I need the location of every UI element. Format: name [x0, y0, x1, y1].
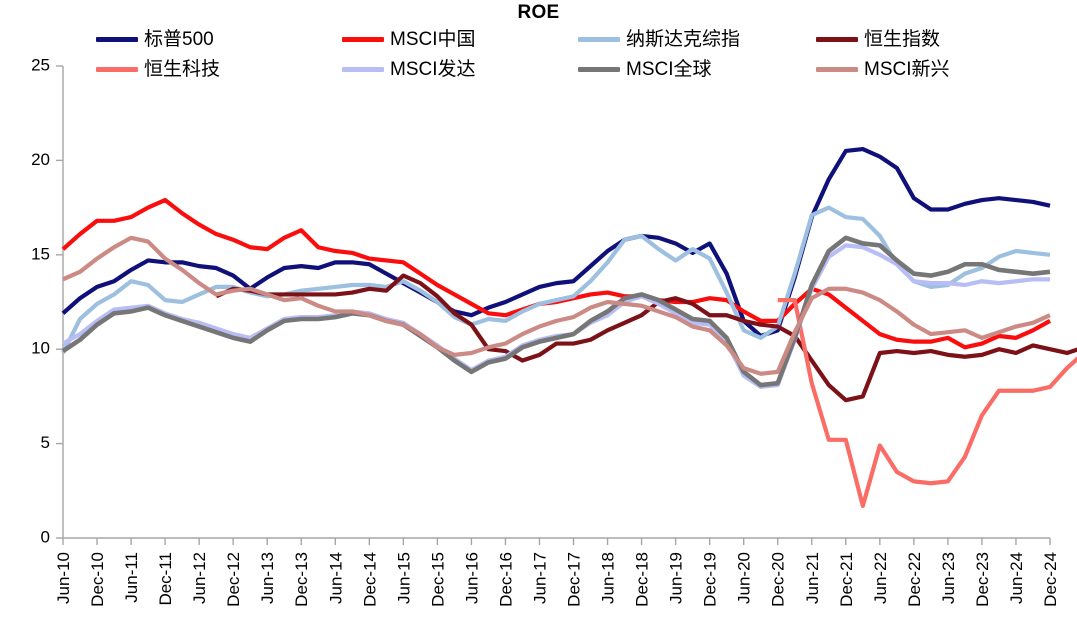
- series-line-msci_world: [61, 235, 1051, 388]
- y-tick-label: 20: [31, 150, 50, 169]
- legend-swatch-icon: [96, 36, 138, 42]
- x-axis-labels: Jun-10 Dec-10 Jun-11 Dec-11 Jun-12 Dec-12 Jun-…: [54, 552, 1060, 607]
- x-tick-label: Dec-19: [701, 552, 720, 607]
- x-tick-label: Dec-22: [905, 552, 924, 607]
- x-tick-label: Dec-23: [973, 552, 992, 607]
- legend-item-nasdaq: 纳斯达克综指: [578, 30, 816, 49]
- legend-swatch-icon: [96, 66, 138, 72]
- y-tick-label: 15: [31, 244, 50, 263]
- legend-swatch-icon: [578, 36, 620, 42]
- legend-item-hstech: 恒生科技: [96, 60, 342, 79]
- x-tick-label: Jun-12: [190, 552, 209, 604]
- x-tick-label: Jun-24: [1007, 552, 1026, 604]
- series-line-nasdaq: [61, 205, 1051, 354]
- series-group: [61, 146, 1077, 508]
- x-tick-label: Dec-12: [224, 552, 243, 607]
- x-tick-label: Jun-13: [258, 552, 277, 604]
- x-tick-label: Jun-20: [735, 552, 754, 604]
- legend-item-sp500: 标普500: [96, 30, 342, 49]
- series-line-sp500: [61, 146, 1051, 339]
- x-tick-label: Jun-16: [462, 552, 481, 604]
- series-line-hstech: [777, 298, 1077, 508]
- x-tick-label: Dec-16: [496, 552, 515, 607]
- legend-label: 恒生科技: [144, 58, 221, 80]
- series-line-msci_em: [62, 235, 1051, 376]
- x-tick-label: Jun-21: [803, 552, 822, 604]
- x-tick-label: Jun-15: [394, 552, 413, 604]
- legend-item-msci_em: MSCI新兴: [816, 60, 1056, 79]
- x-tick-label: Dec-18: [633, 552, 652, 607]
- legend-label: MSCI新兴: [864, 58, 950, 80]
- legend-label: MSCI中国: [390, 28, 476, 50]
- x-tick-label: Dec-21: [837, 552, 856, 607]
- axis-lines: [62, 66, 1050, 539]
- x-tick-label: Jun-10: [54, 552, 73, 604]
- x-tick-label: Jun-11: [122, 552, 141, 603]
- y-tick-label: 5: [41, 433, 50, 452]
- page-title: ROE: [517, 2, 560, 23]
- legend-swatch-icon: [578, 66, 620, 72]
- x-tick-label: Jun-19: [667, 552, 686, 604]
- legend-swatch-icon: [816, 66, 858, 72]
- y-tick-label: 25: [31, 55, 50, 74]
- series-line-hsi: [215, 273, 1077, 403]
- x-tick-label: Dec-24: [1041, 552, 1060, 607]
- y-axis-labels: 0 5 10 15 20 25: [31, 55, 50, 546]
- y-tick-label: 0: [41, 527, 50, 546]
- legend-item-msci_world: MSCI全球: [578, 60, 816, 79]
- legend-label: 标普500: [144, 28, 214, 50]
- x-tick-label: Dec-20: [769, 552, 788, 607]
- x-tick-label: Jun-14: [326, 552, 345, 604]
- legend-item-hsi: 恒生指数: [816, 30, 1056, 49]
- legend-swatch-icon: [816, 36, 858, 42]
- x-tick-label: Dec-10: [88, 552, 107, 607]
- legend-label: MSCI发达: [390, 58, 476, 80]
- legend-item-msci_dev: MSCI发达: [342, 60, 578, 79]
- x-tick-label: Dec-11: [156, 552, 175, 606]
- x-tick-label: Dec-15: [428, 552, 447, 607]
- x-tick-label: Jun-17: [530, 552, 549, 604]
- x-tick-label: Dec-17: [565, 552, 584, 607]
- legend-swatch-icon: [342, 36, 384, 42]
- y-tick-label: 10: [31, 339, 50, 358]
- legend-label: 恒生指数: [864, 28, 941, 50]
- y-axis-ticks: [56, 65, 63, 539]
- x-tick-label: Dec-13: [292, 552, 311, 607]
- x-tick-label: Jun-18: [599, 552, 618, 604]
- x-axis-ticks: [62, 538, 1051, 545]
- legend-swatch-icon: [342, 66, 384, 72]
- x-tick-label: Dec-14: [360, 552, 379, 607]
- legend-label: MSCI全球: [626, 58, 712, 80]
- legend-label: 纳斯达克综指: [626, 28, 741, 50]
- x-tick-label: Jun-22: [871, 552, 890, 604]
- legend-item-msci_china: MSCI中国: [342, 30, 578, 49]
- x-tick-label: Jun-23: [939, 552, 958, 604]
- chart-legend: 标普500 MSCI中国 纳斯达克综指 恒生指数恒生科技 MSCI发达 MSCI全球 MSC…: [96, 24, 1056, 84]
